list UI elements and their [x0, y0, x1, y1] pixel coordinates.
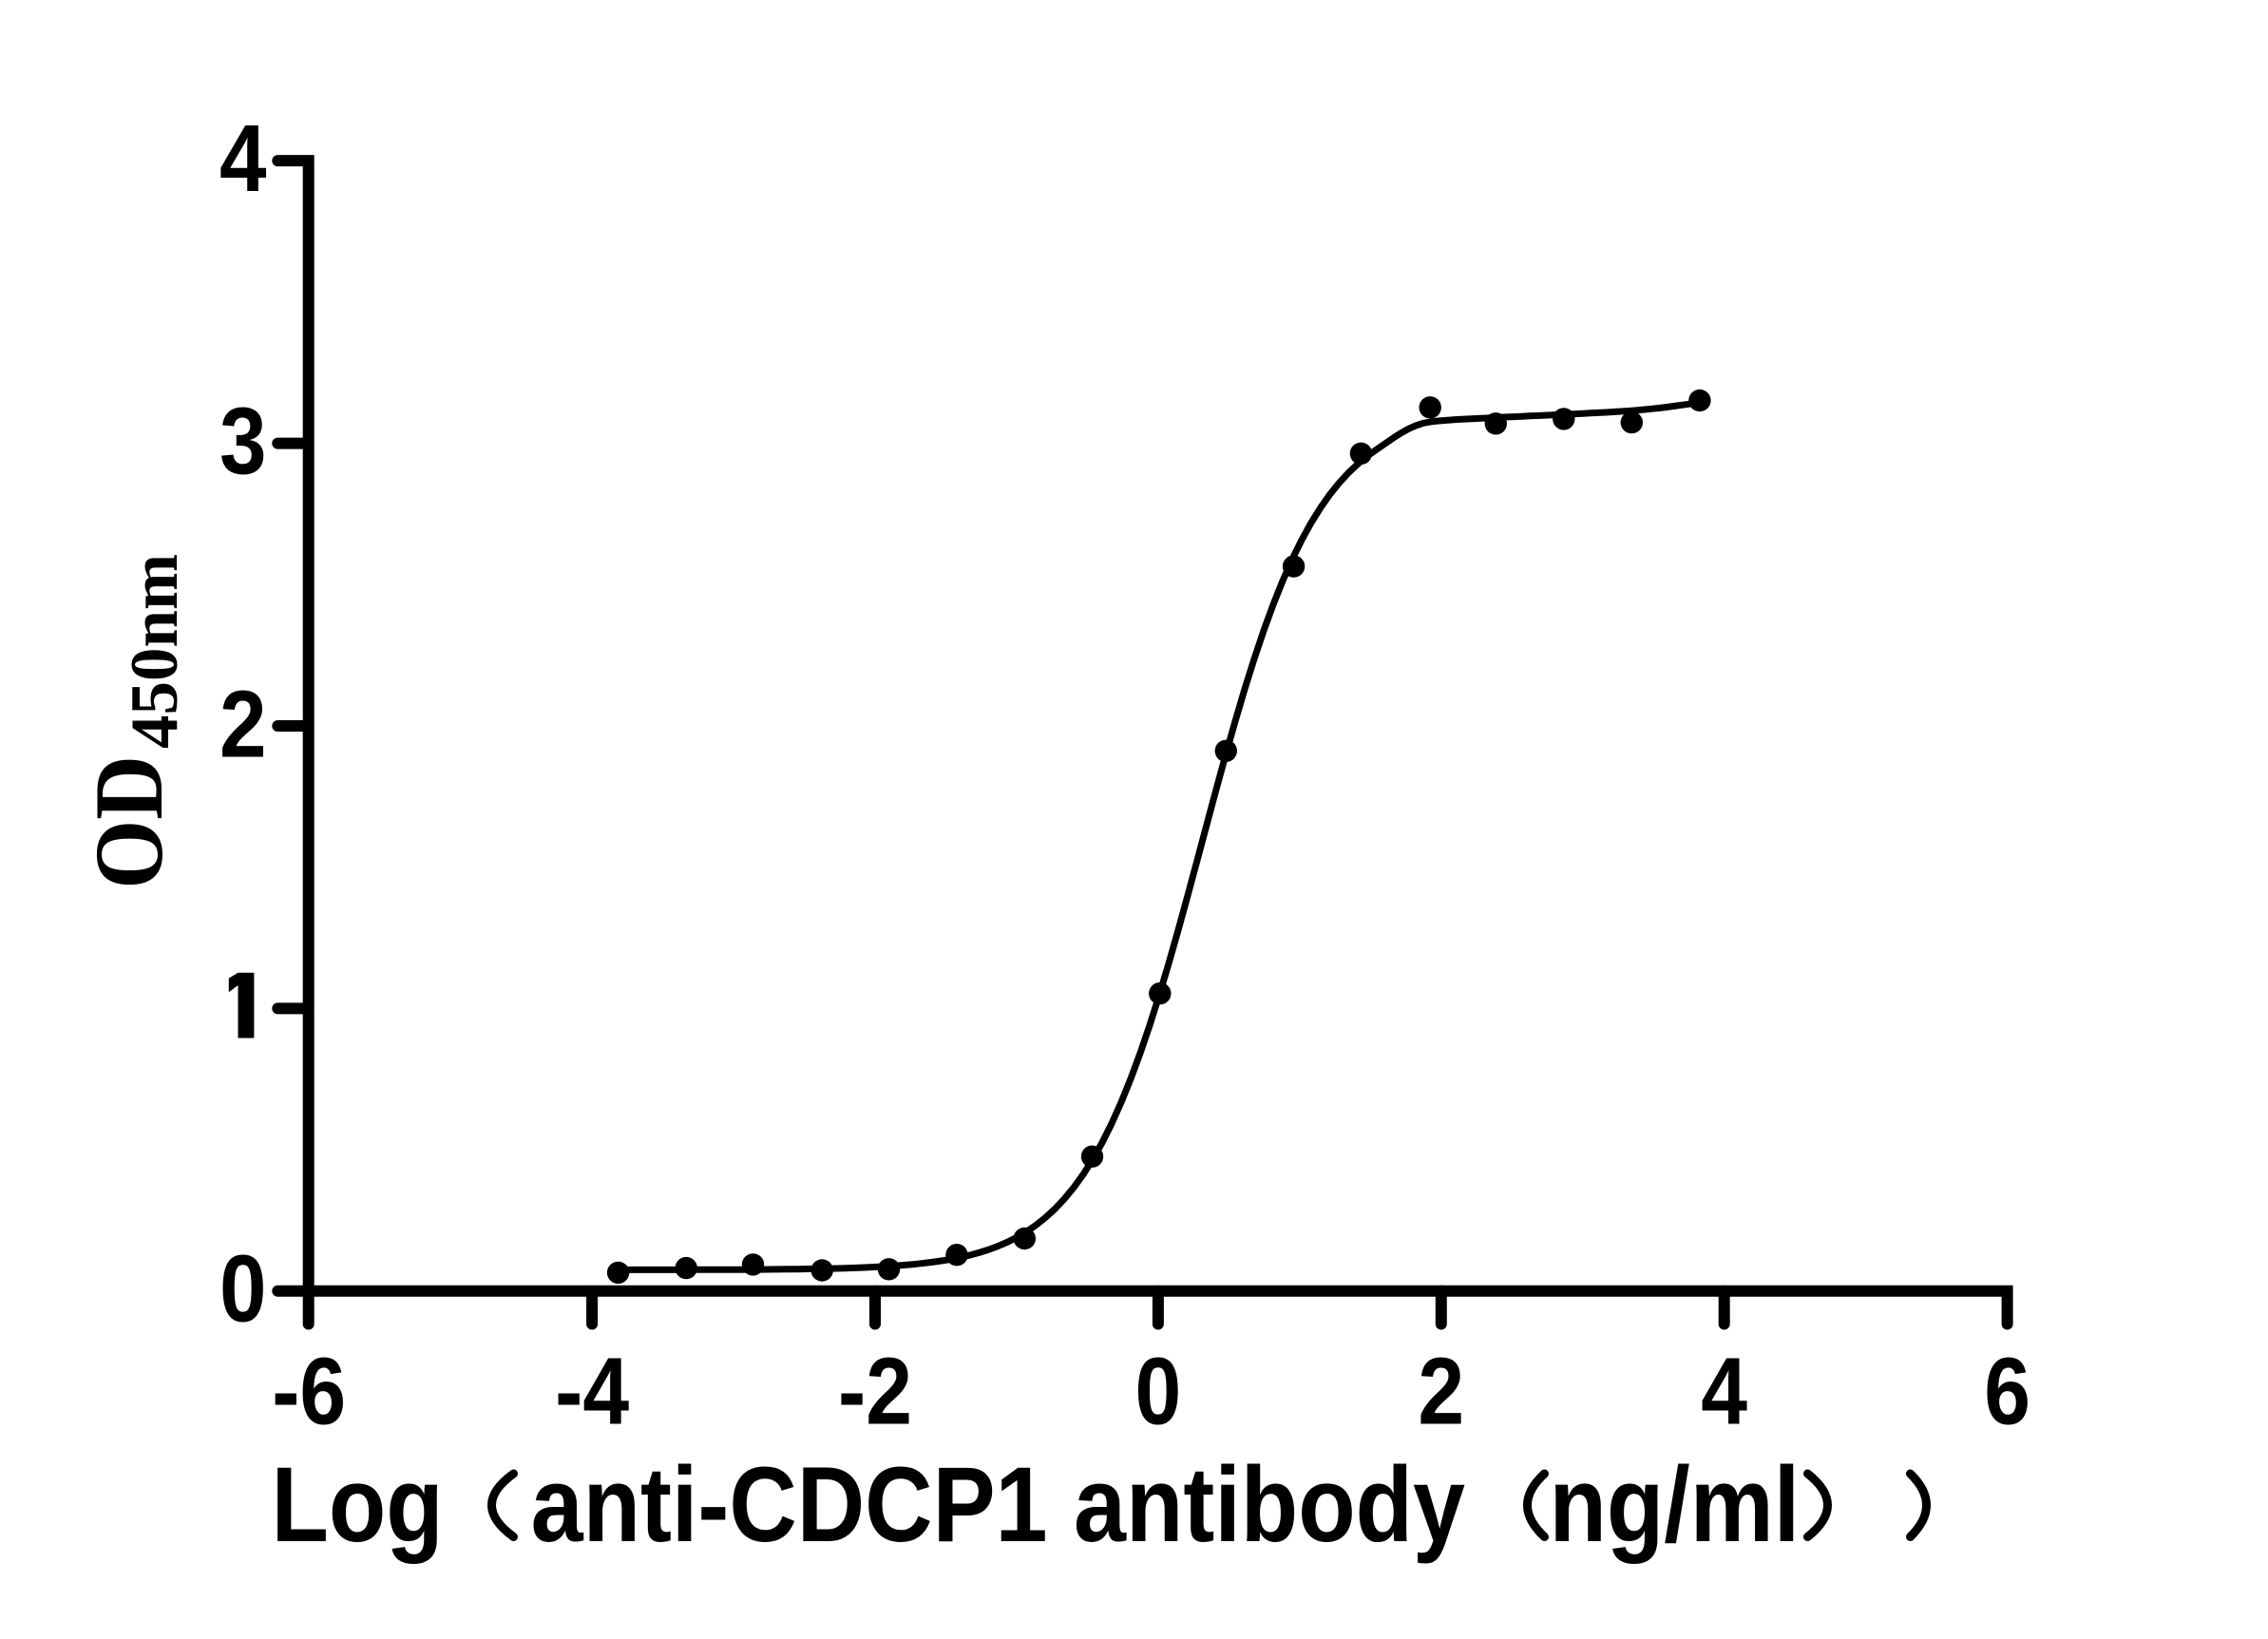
svg-text:2: 2 — [219, 672, 266, 778]
svg-text:Log: Log — [272, 1445, 444, 1564]
svg-text:3: 3 — [219, 389, 266, 495]
svg-text:4: 4 — [219, 105, 267, 212]
svg-text:-4: -4 — [555, 1338, 629, 1444]
svg-text:ng/ml: ng/ml — [1550, 1445, 1801, 1564]
svg-text:anti-CDCP1 antibody: anti-CDCP1 antibody — [531, 1445, 1466, 1564]
svg-text:4: 4 — [1701, 1338, 1747, 1444]
svg-text:-6: -6 — [272, 1338, 346, 1444]
svg-text:-2: -2 — [838, 1338, 912, 1444]
svg-text:0: 0 — [219, 1236, 266, 1343]
svg-text:OD: OD — [75, 755, 183, 889]
svg-text:0: 0 — [1135, 1338, 1182, 1444]
svg-text:2: 2 — [1418, 1338, 1464, 1444]
svg-text:6: 6 — [1984, 1338, 2030, 1444]
svg-text:450nm: 450nm — [118, 554, 192, 749]
